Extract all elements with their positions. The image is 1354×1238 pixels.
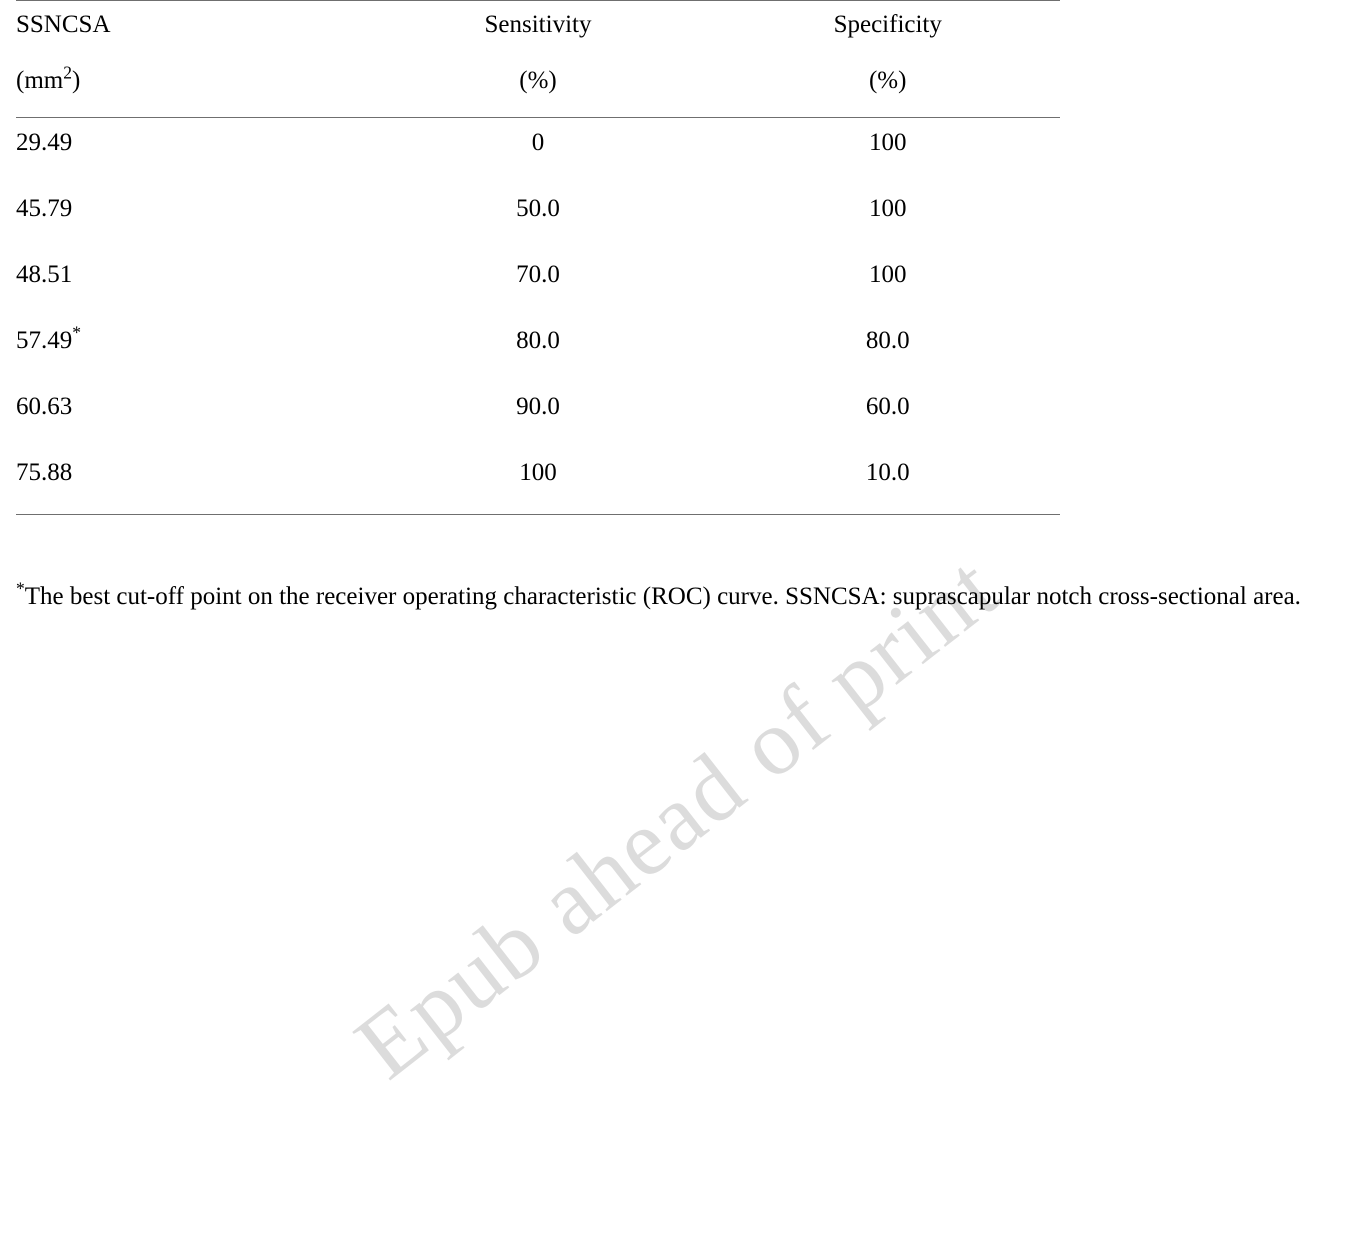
table: SSNCSA (mm2) Sensitivity (%) Specificity… [16,0,1060,515]
cell-c0-star: 57.49* [16,316,361,382]
cell-c1: 100 [361,448,716,514]
cell-c0: 75.88 [16,448,361,514]
table-footnote: *The best cut-off point on the receiver … [16,568,1351,626]
table-row: 29.49 0 100 [16,118,1060,185]
table-row: 48.51 70.0 100 [16,250,1060,316]
table-header-ssncsa: SSNCSA (mm2) [16,1,361,118]
hdr-spec-l1: Specificity [715,1,1060,39]
cell-c0: 60.63 [16,382,361,448]
cell-c0: 57.49 [16,327,72,354]
table-header-specificity: Specificity (%) [715,1,1060,118]
table-row: 45.79 50.0 100 [16,184,1060,250]
cell-c0: 48.51 [16,250,361,316]
cell-c1: 0 [361,118,716,184]
table-row: 57.49* 80.0 80.0 [16,316,1060,382]
hdr-ssncsa-l1: SSNCSA [16,1,361,39]
footnote-star-icon: * [16,579,25,599]
footnote-text: The best cut-off point on the receiver o… [25,583,1301,610]
table-header-row: SSNCSA (mm2) Sensitivity (%) Specificity… [16,1,1060,118]
cell-c0: 45.79 [16,184,361,250]
hdr-ssncsa-l2: (mm2) [16,39,361,117]
roc-table: SSNCSA (mm2) Sensitivity (%) Specificity… [16,0,1060,515]
cell-c2: 100 [715,250,1060,316]
cell-c1: 80.0 [361,316,716,382]
cell-c2: 100 [715,184,1060,250]
cell-c1: 50.0 [361,184,716,250]
cell-c1: 90.0 [361,382,716,448]
table-header-sensitivity: Sensitivity (%) [361,1,716,118]
hdr-sens-l1: Sensitivity [361,1,716,39]
cell-c0: 29.49 [16,118,361,184]
cell-c2: 80.0 [715,316,1060,382]
hdr-spec-l2: (%) [715,39,1060,117]
star-icon: * [72,323,81,343]
cell-c2: 100 [715,118,1060,184]
hdr-sens-l2: (%) [361,39,716,117]
table-body: 29.49 0 100 45.79 50.0 100 48.51 70.0 10… [16,118,1060,515]
table-row: 60.63 90.0 60.0 [16,382,1060,448]
table-row: 75.88 100 10.0 [16,448,1060,515]
cell-c2: 10.0 [715,448,1060,514]
cell-c2: 60.0 [715,382,1060,448]
cell-c1: 70.0 [361,250,716,316]
